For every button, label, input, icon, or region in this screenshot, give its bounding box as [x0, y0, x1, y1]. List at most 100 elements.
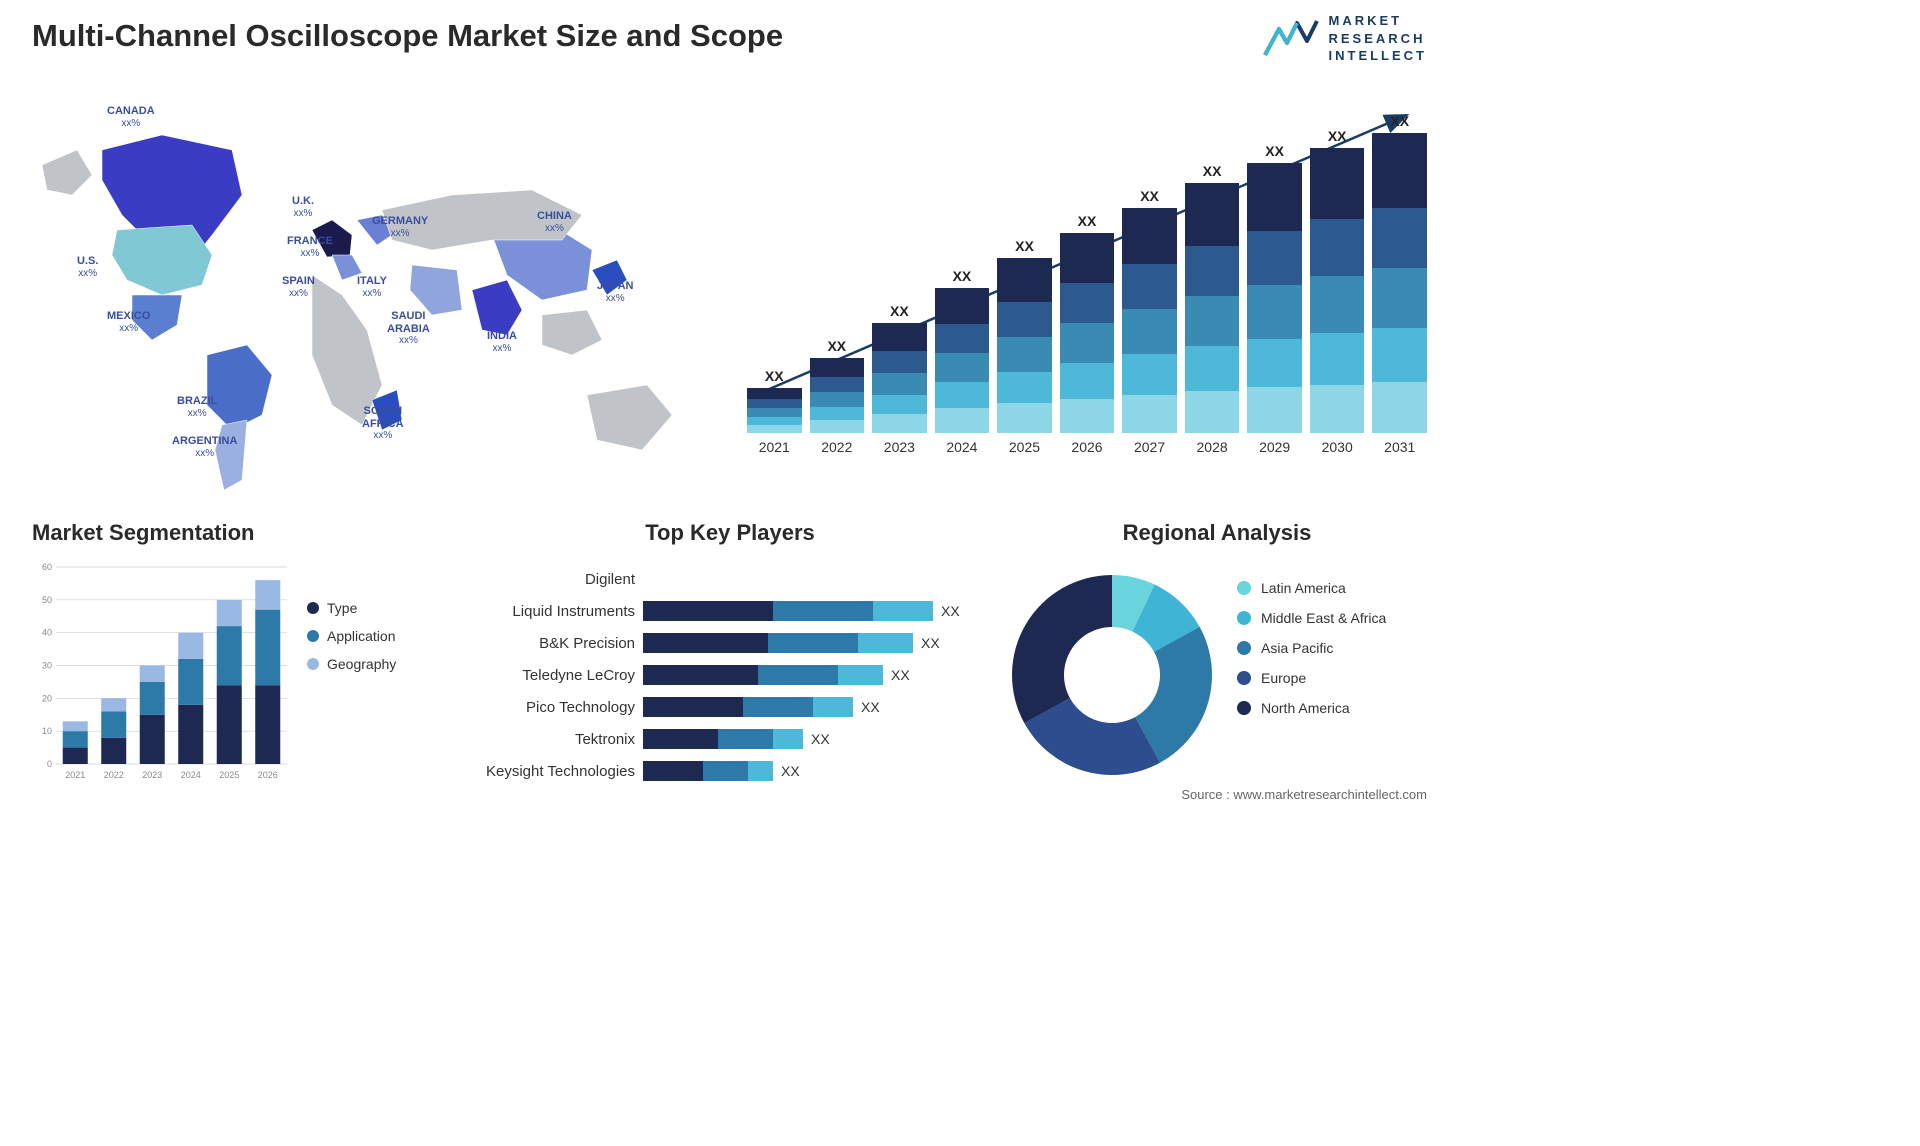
segmentation-legend-item: Application — [307, 628, 396, 644]
growth-col: XX2026 — [1060, 213, 1115, 455]
key-player-bar — [643, 665, 883, 685]
map-label: MEXICOxx% — [107, 310, 150, 334]
growth-year-label: 2030 — [1322, 439, 1353, 455]
segmentation-title: Market Segmentation — [32, 520, 462, 546]
svg-text:0: 0 — [47, 759, 52, 769]
regional-legend-item: Latin America — [1237, 580, 1386, 596]
map-label: GERMANYxx% — [372, 215, 428, 239]
growth-year-label: 2031 — [1384, 439, 1415, 455]
growth-value-label: XX — [890, 303, 909, 319]
regional-legend: Latin America Middle East & Africa Asia Pa… — [1237, 580, 1386, 730]
growth-bar — [1247, 163, 1302, 433]
growth-col: XX 2031 — [1372, 113, 1427, 455]
key-player-row: Keysight Technologies XX — [475, 756, 985, 786]
key-player-bar — [643, 761, 773, 781]
key-player-row: Liquid InstrumentsXX — [475, 596, 985, 626]
logo-line1: MARKET — [1329, 12, 1428, 30]
key-player-row: B&K Precision XX — [475, 628, 985, 658]
svg-text:2022: 2022 — [104, 770, 124, 780]
regional-title: Regional Analysis — [1007, 520, 1427, 546]
key-players-panel: Top Key Players Digilent Liquid Instrumen… — [475, 520, 985, 790]
growth-bar — [747, 388, 802, 433]
svg-text:2021: 2021 — [65, 770, 85, 780]
svg-text:2024: 2024 — [181, 770, 201, 780]
growth-year-label: 2022 — [821, 439, 852, 455]
growth-year-label: 2028 — [1197, 439, 1228, 455]
segmentation-legend: TypeApplicationGeography — [307, 600, 396, 684]
world-map: CANADAxx%U.S.xx%MEXICOxx%BRAZILxx%ARGENT… — [32, 95, 712, 495]
svg-text:20: 20 — [42, 693, 52, 703]
key-player-name: Pico Technology — [475, 699, 643, 716]
growth-value-label: XX — [1203, 163, 1222, 179]
growth-year-label: 2021 — [759, 439, 790, 455]
svg-text:10: 10 — [42, 726, 52, 736]
svg-text:60: 60 — [42, 562, 52, 572]
growth-bar — [935, 288, 990, 433]
growth-value-label: XX — [953, 268, 972, 284]
growth-value-label: XX — [1265, 143, 1284, 159]
growth-value-label: XX — [1015, 238, 1034, 254]
key-player-row: Teledyne LeCroyXX — [475, 660, 985, 690]
growth-col: XX 2025 — [997, 238, 1052, 455]
page-title: Multi-Channel Oscilloscope Market Size a… — [32, 18, 783, 54]
regional-legend-item: Europe — [1237, 670, 1386, 686]
growth-bar — [872, 323, 927, 433]
logo-icon — [1263, 15, 1319, 61]
brand-logo: MARKET RESEARCH INTELLECT — [1263, 12, 1428, 65]
key-player-row: Pico Technology XX — [475, 692, 985, 722]
growth-col: XX2021 — [747, 368, 802, 455]
map-label: ITALYxx% — [357, 275, 387, 299]
growth-year-label: 2024 — [946, 439, 977, 455]
growth-year-label: 2029 — [1259, 439, 1290, 455]
map-label: BRAZILxx% — [177, 395, 217, 419]
map-label: SPAINxx% — [282, 275, 315, 299]
growth-value-label: XX — [1328, 128, 1347, 144]
map-label: U.S.xx% — [77, 255, 98, 279]
map-label: SOUTHAFRICAxx% — [362, 405, 404, 442]
key-player-name: B&K Precision — [475, 635, 643, 652]
growth-bar — [1310, 148, 1365, 433]
key-player-bar — [643, 601, 933, 621]
key-players-title: Top Key Players — [475, 520, 985, 546]
key-player-value: XX — [781, 763, 800, 779]
key-player-value: XX — [891, 667, 910, 683]
svg-text:2026: 2026 — [258, 770, 278, 780]
growth-col: XX2022 — [810, 338, 865, 455]
key-player-value: XX — [811, 731, 830, 747]
growth-value-label: XX — [1390, 113, 1409, 129]
map-label: CHINAxx% — [537, 210, 572, 234]
segmentation-panel: Market Segmentation 01020304050602021202… — [32, 520, 462, 790]
growth-bar — [1122, 208, 1177, 433]
svg-text:2025: 2025 — [219, 770, 239, 780]
regional-legend-item: Asia Pacific — [1237, 640, 1386, 656]
map-label: FRANCExx% — [287, 235, 333, 259]
growth-value-label: XX — [1140, 188, 1159, 204]
map-label: JAPANxx% — [597, 280, 633, 304]
key-player-name: Digilent — [475, 571, 643, 588]
key-player-value: XX — [941, 603, 960, 619]
regional-donut — [1007, 570, 1217, 780]
growth-col: XX 2023 — [872, 303, 927, 455]
growth-bar — [1372, 133, 1427, 433]
key-player-row: Tektronix XX — [475, 724, 985, 754]
svg-text:30: 30 — [42, 661, 52, 671]
growth-col: XX 2030 — [1310, 128, 1365, 455]
key-player-name: Keysight Technologies — [475, 763, 643, 780]
segmentation-legend-item: Type — [307, 600, 396, 616]
regional-legend-item: Middle East & Africa — [1237, 610, 1386, 626]
growth-year-label: 2023 — [884, 439, 915, 455]
map-label: CANADAxx% — [107, 105, 155, 129]
growth-year-label: 2026 — [1071, 439, 1102, 455]
map-label: U.K.xx% — [292, 195, 314, 219]
key-player-value: XX — [861, 699, 880, 715]
svg-text:50: 50 — [42, 595, 52, 605]
source-text: Source : www.marketresearchintellect.com — [1181, 787, 1427, 802]
key-player-name: Tektronix — [475, 731, 643, 748]
key-player-bar — [643, 729, 803, 749]
logo-line3: INTELLECT — [1329, 47, 1428, 65]
key-player-value: XX — [921, 635, 940, 651]
growth-year-label: 2025 — [1009, 439, 1040, 455]
key-player-bar — [643, 633, 913, 653]
growth-col: XX 2029 — [1247, 143, 1302, 455]
growth-col: XX 2024 — [935, 268, 990, 455]
